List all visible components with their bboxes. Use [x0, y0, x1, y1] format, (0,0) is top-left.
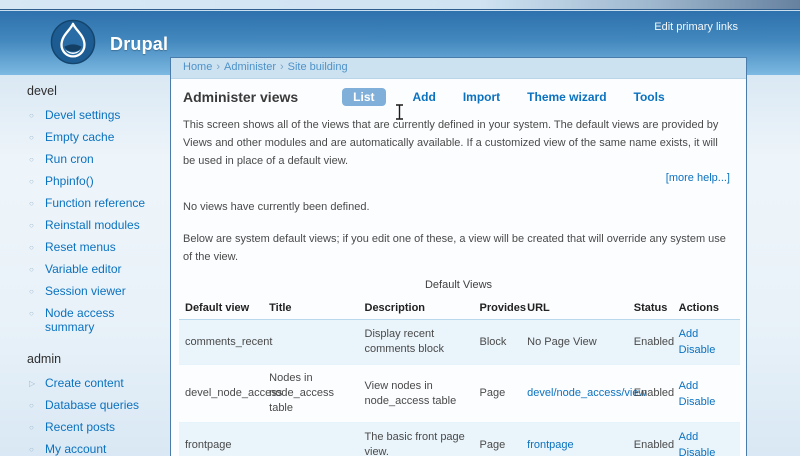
menu-leaf-icon: ○	[29, 423, 34, 432]
disable-link[interactable]: Disable	[678, 395, 716, 408]
view-provides: Page	[473, 422, 522, 456]
view-description: View nodes in node_access table	[358, 364, 474, 423]
view-url: No Page View	[521, 319, 628, 365]
view-name: devel_node_access	[179, 364, 282, 423]
edit-primary-links-link[interactable]: Edit primary links	[654, 21, 738, 33]
col-title: Title	[263, 297, 359, 320]
view-status: Enabled	[627, 319, 674, 365]
view-status: Enabled	[627, 364, 674, 423]
col-default-view: Default view	[179, 297, 264, 320]
sidebar-item-reset-menus[interactable]: ○ Reset menus	[29, 240, 116, 254]
sidebar-item-reinstall-modules[interactable]: ○ Reinstall modules	[29, 218, 140, 232]
intro-text: This screen shows all of the views that …	[183, 119, 719, 167]
default-views-info-text: Below are system default views; if you e…	[183, 233, 726, 263]
sidebar-item-recent-posts[interactable]: ○ Recent posts	[29, 420, 116, 434]
sidebar: devel ○ Devel settings ○ Empty cache ○ Run …	[0, 84, 170, 456]
table-row: frontpage The basic front page view. Pag…	[179, 422, 740, 456]
site-logo-link[interactable]: Drupal	[50, 19, 168, 70]
tab-tools[interactable]: Tools	[633, 90, 665, 104]
sidebar-title-admin: admin	[27, 352, 62, 366]
menu-leaf-icon: ○	[29, 133, 34, 142]
breadcrumb-separator: ›	[216, 61, 221, 73]
default-views-table: Default view Title Description Provides …	[179, 297, 740, 456]
menu-leaf-icon: ○	[29, 445, 34, 454]
menu-leaf-icon: ○	[29, 199, 34, 208]
sidebar-item-database-queries[interactable]: ○ Database queries	[29, 398, 140, 412]
menu-leaf-icon: ○	[29, 155, 34, 164]
menu-leaf-icon: ○	[29, 401, 34, 410]
sidebar-title-devel: devel	[27, 84, 57, 98]
view-description: The basic front page view.	[358, 422, 474, 456]
sidebar-item-run-cron[interactable]: ○ Run cron	[29, 152, 94, 166]
sidebar-item-session-viewer[interactable]: ○ Session viewer	[29, 284, 126, 298]
no-views-text: No views have currently been defined.	[183, 201, 370, 213]
view-provides: Block	[473, 319, 522, 365]
sidebar-item-node-access-summary[interactable]: ○ Node access summary	[29, 306, 115, 334]
add-link[interactable]: Add	[678, 328, 699, 340]
view-description: Display recent comments block	[358, 319, 474, 365]
view-url-link[interactable]: devel/node_access/view	[527, 387, 647, 399]
tab-bar: List Add Import Theme wizard Tools	[342, 88, 665, 106]
breadcrumb-site-building[interactable]: Site building	[287, 61, 348, 73]
disable-link[interactable]: Disable	[678, 447, 716, 456]
breadcrumb-home[interactable]: Home	[183, 61, 213, 73]
col-url: URL	[521, 297, 628, 320]
sidebar-item-my-account[interactable]: ○ My account	[29, 442, 107, 456]
menu-leaf-icon: ○	[29, 177, 34, 186]
disable-link[interactable]: Disable	[678, 344, 716, 356]
view-provides: Page	[473, 364, 522, 423]
menu-leaf-icon: ○	[29, 287, 34, 296]
breadcrumb: Home › Administer › Site building	[171, 58, 746, 79]
table-row: comments_recent Display recent comments …	[179, 319, 740, 365]
page-title: Administer views	[183, 89, 299, 105]
col-status: Status	[627, 297, 673, 320]
view-title	[263, 422, 359, 456]
menu-leaf-icon: ○	[29, 243, 34, 252]
sidebar-item-phpinfo[interactable]: ○ Phpinfo()	[29, 174, 94, 188]
more-help-link[interactable]: [more help...]	[665, 172, 730, 184]
tab-import[interactable]: Import	[462, 90, 501, 104]
sidebar-section-admin: admin ▷ Create content ○ Database queries …	[0, 352, 170, 456]
breadcrumb-administer[interactable]: Administer	[224, 61, 276, 73]
content-panel: Home › Administer › Site building Administer…	[170, 57, 747, 456]
tab-list[interactable]: List	[342, 88, 386, 106]
sidebar-item-devel-settings[interactable]: ○ Devel settings	[29, 108, 121, 122]
breadcrumb-separator: ›	[279, 61, 284, 73]
menu-leaf-icon: ○	[29, 221, 34, 230]
col-actions: Actions	[672, 297, 740, 320]
menu-collapsed-icon: ▷	[29, 379, 36, 388]
site-name[interactable]: Drupal	[110, 34, 169, 54]
sidebar-item-variable-editor[interactable]: ○ Variable editor	[29, 262, 122, 276]
view-name: comments_recent	[179, 319, 272, 365]
drupal-logo-icon	[50, 19, 96, 70]
top-strip	[0, 0, 800, 10]
add-link[interactable]: Add	[678, 379, 699, 392]
sidebar-section-devel: devel ○ Devel settings ○ Empty cache ○ Run …	[0, 84, 170, 336]
tab-theme-wizard[interactable]: Theme wizard	[527, 90, 607, 104]
view-title	[263, 319, 359, 365]
add-link[interactable]: Add	[678, 431, 699, 443]
col-provides: Provides	[473, 297, 526, 320]
menu-leaf-icon: ○	[29, 309, 34, 318]
sidebar-item-empty-cache[interactable]: ○ Empty cache	[29, 130, 115, 144]
view-title: Nodes in node_access table	[263, 364, 359, 423]
menu-leaf-icon: ○	[29, 265, 34, 274]
view-name: frontpage	[179, 422, 264, 456]
menu-leaf-icon: ○	[29, 111, 34, 120]
view-status: Enabled	[627, 422, 674, 456]
table-row: devel_node_access Nodes in node_access t…	[179, 364, 740, 423]
sidebar-item-function-reference[interactable]: ○ Function reference	[29, 196, 146, 210]
table-header-row: Default view Title Description Provides …	[179, 297, 740, 320]
tab-add[interactable]: Add	[412, 90, 436, 104]
table-caption: Default Views	[424, 279, 493, 291]
col-description: Description	[358, 297, 474, 320]
view-url-link[interactable]: frontpage	[527, 438, 574, 451]
sidebar-item-create-content[interactable]: ▷ Create content	[29, 376, 124, 390]
